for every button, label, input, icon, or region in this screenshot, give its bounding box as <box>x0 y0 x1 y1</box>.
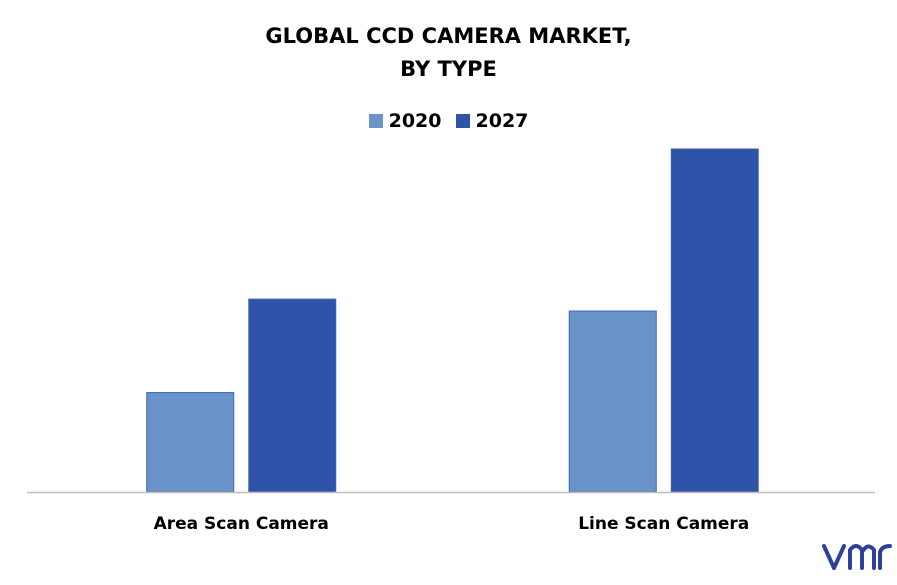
x-tick-label: Area Scan Camera <box>154 514 329 534</box>
legend-item-2020: 2020 <box>368 110 442 132</box>
bar-2027-area-scan-camera <box>248 298 337 493</box>
chart-legend: 2020 2027 <box>0 110 897 132</box>
bar-2027-line-scan-camera <box>670 148 759 493</box>
bar-2020-area-scan-camera <box>146 392 235 493</box>
chart-subtitle: BY TYPE <box>400 57 497 81</box>
chart-title: GLOBAL CCD CAMERA MARKET, <box>265 24 632 48</box>
chart-title-block: GLOBAL CCD CAMERA MARKET, BY TYPE <box>0 20 897 86</box>
legend-label-2027: 2027 <box>475 110 529 132</box>
vmr-logo-icon <box>822 544 892 570</box>
legend-swatch-2027 <box>455 114 470 128</box>
legend-item-2027: 2027 <box>455 110 529 132</box>
legend-label-2020: 2020 <box>388 110 442 132</box>
x-tick-label: Line Scan Camera <box>578 514 749 534</box>
bar-2020-line-scan-camera <box>568 310 657 493</box>
legend-swatch-2020 <box>368 114 383 128</box>
